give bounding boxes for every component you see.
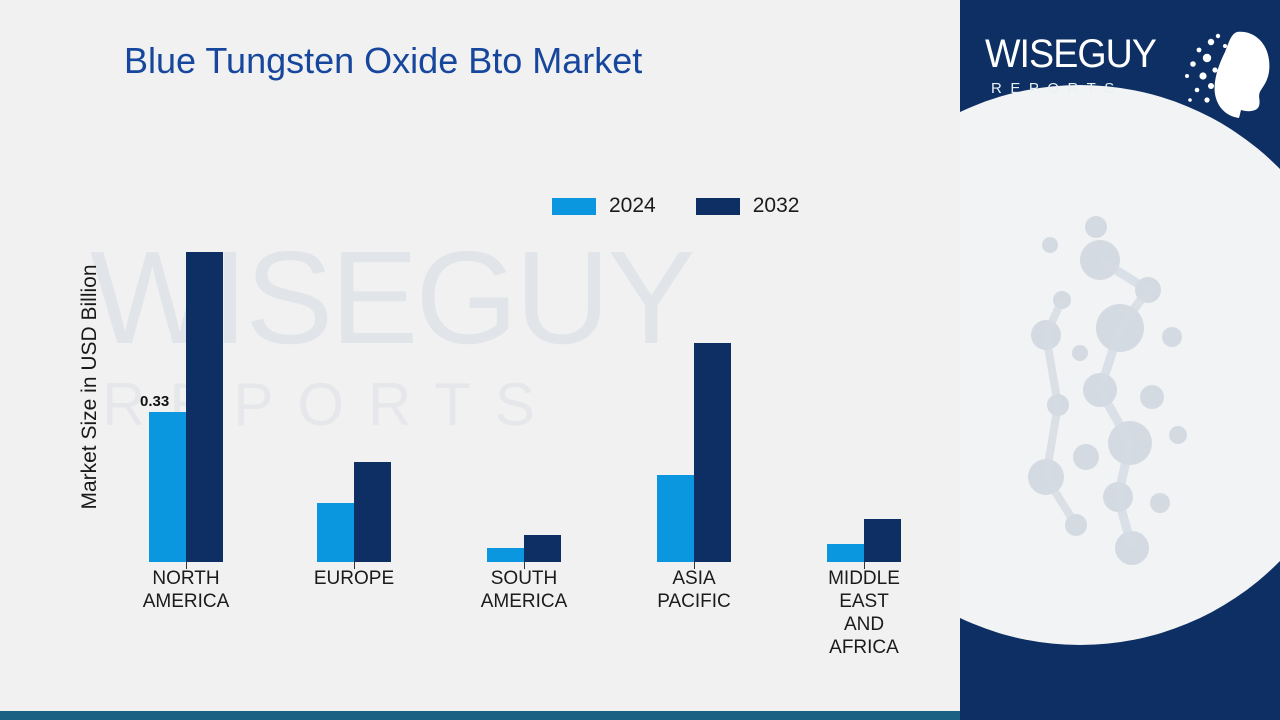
- x-axis-category-label-1: EUROPE: [313, 568, 395, 589]
- bar-2032-2[interactable]: [524, 534, 561, 562]
- head-profile-dots-icon: [1185, 31, 1270, 118]
- legend-item-2024[interactable]: 2024: [552, 194, 656, 218]
- bar-2024-3[interactable]: [657, 475, 694, 562]
- logo-wordmark: WISEGUY: [985, 32, 1157, 76]
- page-title: Blue Tungsten Oxide Bto Market: [124, 40, 643, 81]
- brand-panel: [960, 0, 1280, 720]
- bar-2032-1[interactable]: [354, 461, 391, 562]
- chart-plot-area: Market Size in USD Billion 2024 2032 0.3…: [78, 194, 901, 658]
- legend-swatch-2032: [695, 197, 740, 215]
- footer-accent-bar: [0, 711, 960, 720]
- bar-2032-3[interactable]: [694, 343, 731, 562]
- legend-label-2024: 2024: [609, 194, 656, 217]
- bar-2024-4[interactable]: [827, 543, 864, 562]
- wiseguy-logo: WISEGUY REPORTS: [985, 31, 1270, 118]
- logo-subtext: REPORTS: [991, 80, 1123, 97]
- x-axis-tick-4: [864, 562, 865, 569]
- bars-container: 0.33 NORTH AMERICA EUROPE SOUTH AMERICA ASIA…: [140, 252, 901, 658]
- x-axis-tick-3: [694, 562, 695, 569]
- x-axis-tick-2: [524, 562, 525, 569]
- bar-2032-4[interactable]: [864, 518, 901, 562]
- brain-dots-decoration: [1028, 216, 1187, 565]
- bar-2024-0[interactable]: [149, 411, 186, 562]
- bar-2032-0[interactable]: [186, 252, 223, 562]
- bar-value-label-2024-0: 0.33: [140, 392, 170, 410]
- x-axis-category-label-4: MIDDLE EAST AND AFRICA: [828, 568, 900, 658]
- bar-2024-1[interactable]: [317, 502, 354, 562]
- x-axis-tick-1: [354, 562, 355, 569]
- x-axis-tick-0: [186, 562, 187, 569]
- x-axis-category-label-2: SOUTH AMERICA: [480, 568, 568, 612]
- x-axis-category-label-3: ASIA PACIFIC: [657, 568, 731, 612]
- bar-2024-2[interactable]: [487, 548, 524, 562]
- legend-item-2032[interactable]: 2032: [695, 194, 800, 218]
- chart-legend: 2024 2032: [552, 194, 799, 218]
- legend-label-2032: 2032: [752, 194, 800, 217]
- x-axis-category-label-0: NORTH AMERICA: [142, 568, 230, 612]
- legend-swatch-2024: [552, 197, 596, 215]
